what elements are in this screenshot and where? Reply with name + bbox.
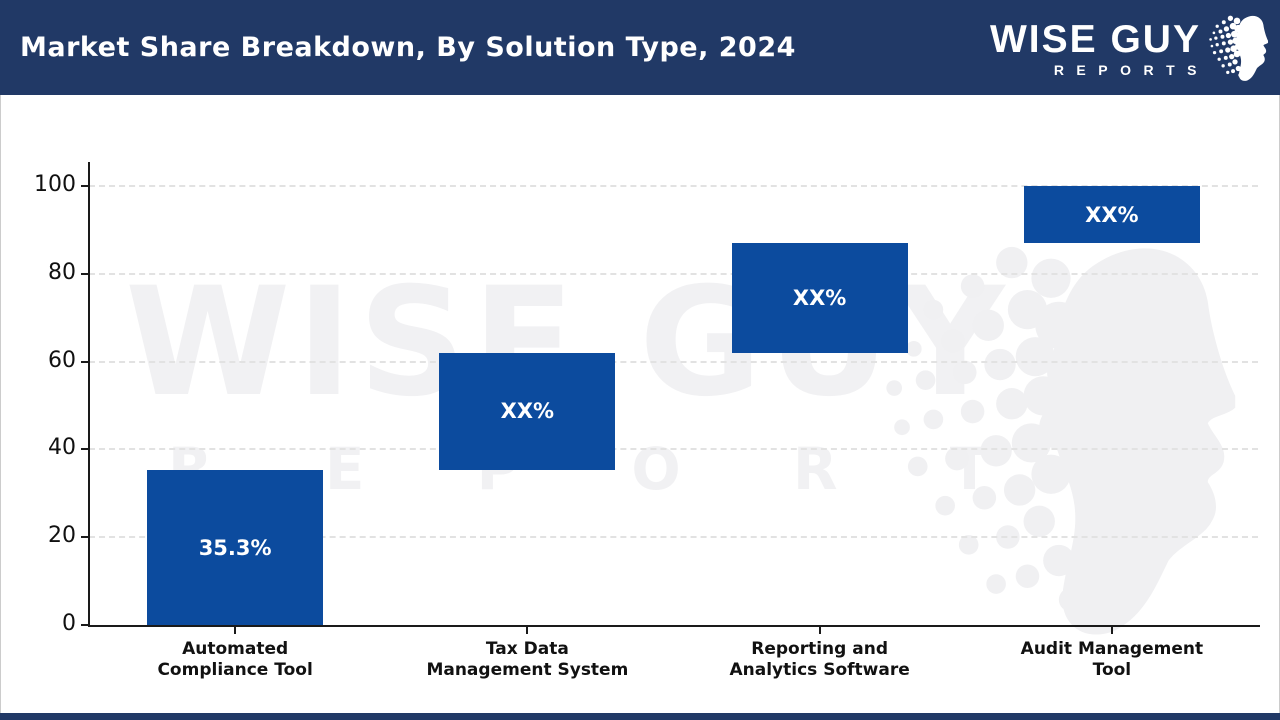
x-tick-mark xyxy=(234,627,237,634)
y-tick-mark xyxy=(81,624,88,626)
bar-segment: XX% xyxy=(439,352,616,471)
logo-subtitle: REPORTS xyxy=(1053,61,1209,78)
grid-line xyxy=(89,536,1258,539)
x-category-label: Tax Data Management System xyxy=(426,639,629,680)
y-tick-mark xyxy=(81,185,88,187)
bar-segment: 35.3% xyxy=(147,470,324,625)
y-tick-label: 80 xyxy=(48,259,76,285)
y-tick-mark xyxy=(81,448,88,451)
grid-line xyxy=(89,272,1258,275)
bar-value-label: XX% xyxy=(1085,202,1139,227)
bar-value-label: XX% xyxy=(792,285,847,310)
y-tick-label: 0 xyxy=(62,611,76,636)
logo-text: WISE GUY REPORTS xyxy=(990,20,1201,77)
x-category-label: Reporting and Analytics Software xyxy=(729,639,910,680)
grid-line xyxy=(89,360,1258,363)
y-axis-line xyxy=(88,162,90,627)
page-title: Market Share Breakdown, By Solution Type… xyxy=(20,32,796,63)
footer-bar xyxy=(0,713,1280,720)
y-tick-label: 60 xyxy=(48,347,76,373)
header-banner: Market Share Breakdown, By Solution Type… xyxy=(0,0,1280,95)
head-profile-icon xyxy=(1209,15,1269,81)
y-tick-label: 40 xyxy=(48,435,76,461)
logo-wordmark: WISE GUY xyxy=(989,17,1201,61)
wise-guy-reports-logo: WISE GUY REPORTS xyxy=(990,5,1270,91)
y-tick-label: 100 xyxy=(34,172,76,197)
x-category-label: Automated Compliance Tool xyxy=(157,639,313,680)
x-tick-mark xyxy=(526,627,529,634)
bar-value-label: 35.3% xyxy=(198,535,272,560)
x-category-label: Audit Management Tool xyxy=(1020,639,1204,680)
grid-line xyxy=(89,448,1258,451)
bar-value-label: XX% xyxy=(500,399,555,424)
y-tick-label: 20 xyxy=(48,523,76,549)
y-tick-mark xyxy=(81,272,88,275)
watermark-head-icon xyxy=(886,246,1236,635)
x-axis-line xyxy=(88,625,1260,627)
x-tick-mark xyxy=(818,627,821,634)
bar-segment: XX% xyxy=(1023,186,1200,244)
grid-line xyxy=(89,185,1258,187)
y-tick-mark xyxy=(81,536,88,539)
y-tick-mark xyxy=(81,360,88,363)
x-tick-mark xyxy=(1110,627,1113,634)
bar-segment: XX% xyxy=(731,243,908,353)
